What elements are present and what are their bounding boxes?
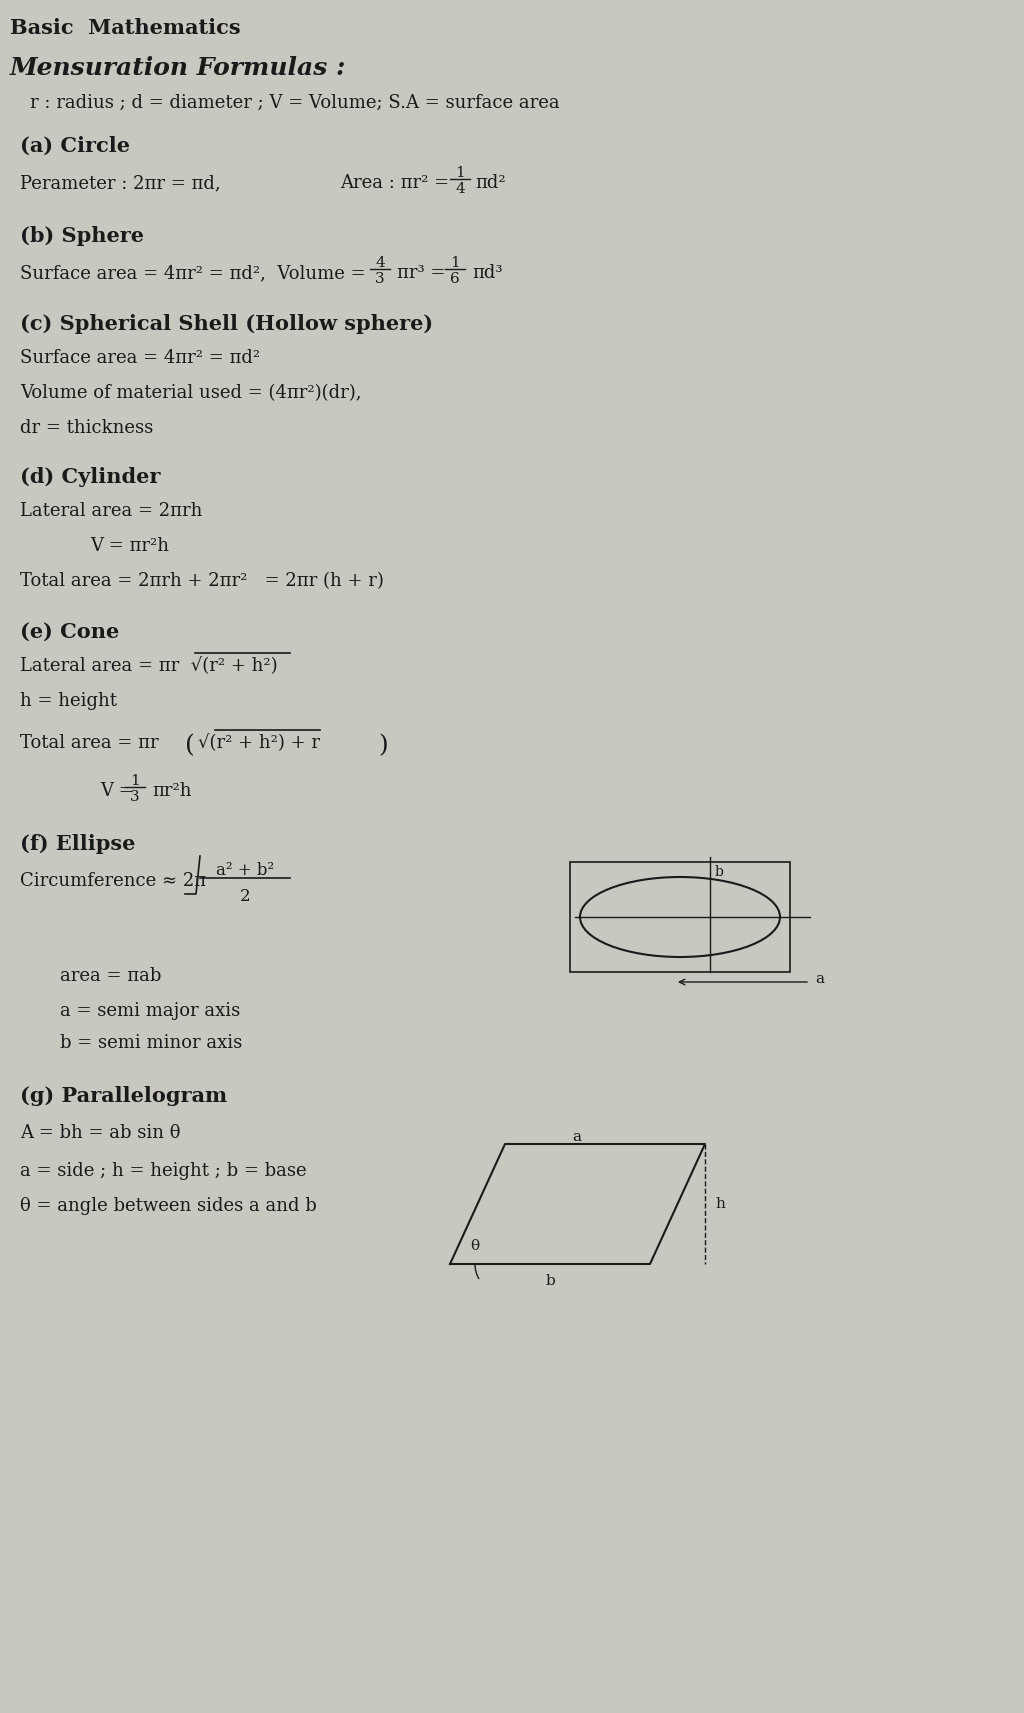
Text: a² + b²: a² + b² [216, 862, 274, 879]
Text: dr = thickness: dr = thickness [20, 420, 154, 437]
Text: a = side ; h = height ; b = base: a = side ; h = height ; b = base [20, 1161, 306, 1180]
Text: 4: 4 [455, 182, 465, 195]
Text: Mensuration Formulas :: Mensuration Formulas : [10, 57, 346, 81]
Text: 6: 6 [451, 272, 460, 286]
Text: 1: 1 [455, 166, 465, 180]
Text: b = semi minor axis: b = semi minor axis [60, 1035, 243, 1052]
Text: Volume of material used = (4πr²)(dr),: Volume of material used = (4πr²)(dr), [20, 384, 361, 403]
Text: Total area = πr: Total area = πr [20, 733, 159, 752]
Text: 3: 3 [375, 272, 385, 286]
Bar [570, 862, 790, 971]
Text: πr²h: πr²h [152, 783, 191, 800]
Text: πd³: πd³ [472, 264, 503, 283]
Text: Lateral area = 2πrh: Lateral area = 2πrh [20, 502, 203, 521]
Text: θ = angle between sides a and b: θ = angle between sides a and b [20, 1197, 316, 1215]
Text: 4: 4 [375, 255, 385, 271]
Text: 3: 3 [130, 790, 140, 803]
Text: ): ) [378, 733, 388, 757]
Text: h: h [715, 1197, 725, 1211]
Text: Area : πr² =: Area : πr² = [340, 175, 450, 192]
Text: A = bh = ab sin θ: A = bh = ab sin θ [20, 1124, 180, 1143]
Text: (d) Cylinder: (d) Cylinder [20, 468, 161, 486]
Text: area = πab: area = πab [60, 968, 162, 985]
Text: (f) Ellipse: (f) Ellipse [20, 834, 135, 855]
Text: b: b [715, 865, 724, 879]
Text: Total area = 2πrh + 2πr²   = 2πr (h + r): Total area = 2πrh + 2πr² = 2πr (h + r) [20, 572, 384, 589]
Text: (e) Cone: (e) Cone [20, 622, 119, 642]
Text: (b) Sphere: (b) Sphere [20, 226, 144, 247]
Text: (g) Parallelogram: (g) Parallelogram [20, 1086, 227, 1107]
Text: πd²: πd² [475, 175, 506, 192]
Text: r : radius ; d = diameter ; V = Volume; S.A = surface area: r : radius ; d = diameter ; V = Volume; … [30, 94, 560, 111]
Text: a = semi major axis: a = semi major axis [60, 1002, 241, 1019]
Text: 2: 2 [240, 887, 250, 904]
Text: a: a [815, 971, 824, 987]
Text: Basic  Mathematics: Basic Mathematics [10, 19, 241, 38]
Text: √(r² + h²) + r: √(r² + h²) + r [198, 733, 319, 752]
Text: πr³ =: πr³ = [397, 264, 445, 283]
Text: 1: 1 [451, 255, 460, 271]
Text: V =: V = [100, 783, 134, 800]
Text: V = πr²h: V = πr²h [90, 536, 169, 555]
Text: (: ( [185, 733, 195, 757]
Text: h = height: h = height [20, 692, 117, 709]
Text: θ: θ [470, 1238, 479, 1252]
Text: Lateral area = πr  √(r² + h²): Lateral area = πr √(r² + h²) [20, 658, 278, 675]
Text: Surface area = 4πr² = πd²,  Volume =: Surface area = 4πr² = πd², Volume = [20, 264, 366, 283]
Text: Surface area = 4πr² = πd²: Surface area = 4πr² = πd² [20, 349, 260, 367]
Text: b: b [545, 1274, 555, 1288]
Text: a: a [572, 1131, 582, 1144]
Text: Circumference ≈ 2π: Circumference ≈ 2π [20, 872, 206, 891]
Text: (c) Spherical Shell (Hollow sphere): (c) Spherical Shell (Hollow sphere) [20, 313, 433, 334]
Text: Perameter : 2πr = πd,: Perameter : 2πr = πd, [20, 175, 220, 192]
Text: (a) Circle: (a) Circle [20, 135, 130, 156]
Text: 1: 1 [130, 774, 140, 788]
